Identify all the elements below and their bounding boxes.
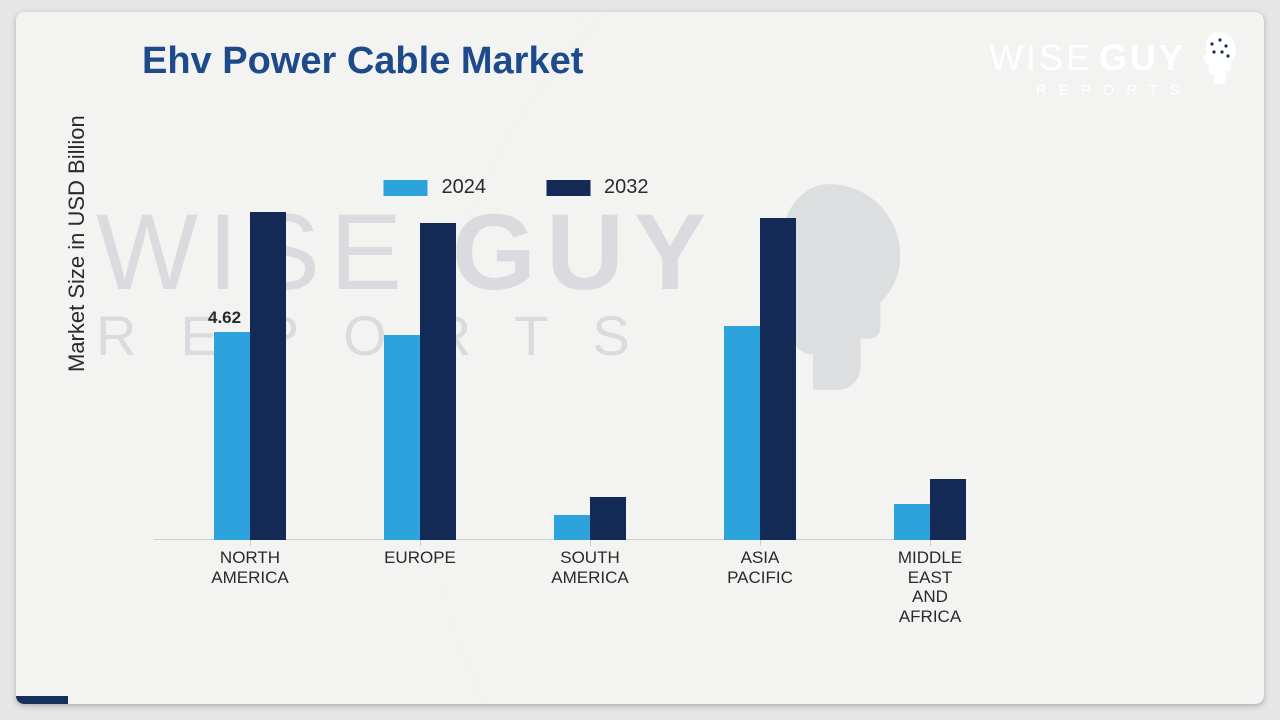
x-tick: [760, 540, 761, 546]
bar-group: ASIA PACIFIC: [724, 218, 796, 540]
bar-group: EUROPE: [384, 223, 456, 540]
bar-2024: [724, 326, 760, 540]
x-tick: [930, 540, 931, 546]
x-tick: [420, 540, 421, 546]
legend-swatch-2024: [384, 180, 428, 196]
bar-2024: 4.62: [214, 332, 250, 540]
x-tick: [250, 540, 251, 546]
bar-value-label: 4.62: [208, 308, 241, 328]
legend-item-2024: 2024: [384, 176, 487, 199]
bar-group: 4.62NORTH AMERICA: [214, 212, 286, 541]
bar-2024: [554, 515, 590, 540]
bar-2024: [384, 335, 420, 540]
plot-area: 4.62NORTH AMERICA EUROPE SOUTH AMERICA ASIA…: [154, 180, 944, 540]
legend-item-2032: 2032: [546, 176, 649, 199]
bottom-accent-bar: [16, 696, 68, 704]
bar-group: MIDDLE EAST AND AFRICA: [894, 479, 966, 540]
legend-label-2032: 2032: [604, 176, 649, 199]
bar-2032: [760, 218, 796, 540]
legend-label-2024: 2024: [442, 176, 487, 199]
brand-logo: WISE GUY REPORTS: [989, 30, 1240, 99]
bar-2032: [420, 223, 456, 540]
brand-word-1: WISE: [989, 37, 1093, 79]
x-tick: [590, 540, 591, 546]
category-label: NORTH AMERICA: [195, 548, 305, 587]
brand-word-2: GUY: [1099, 37, 1186, 79]
bar-2032: [930, 479, 966, 540]
bar-chart: Market Size in USD Billion 2024 2032 4.6…: [76, 162, 956, 662]
category-label: SOUTH AMERICA: [535, 548, 645, 587]
brain-head-icon: [1192, 30, 1240, 86]
y-axis-label: Market Size in USD Billion: [64, 115, 90, 372]
bar-2032: [590, 497, 626, 540]
category-label: MIDDLE EAST AND AFRICA: [875, 548, 985, 626]
chart-title: Ehv Power Cable Market: [142, 40, 583, 83]
bar-group: SOUTH AMERICA: [554, 497, 626, 540]
report-card: WISE GUY REPORTS Ehv Power Cable Market …: [16, 12, 1264, 704]
bar-2032: [250, 212, 286, 541]
legend-swatch-2032: [546, 180, 590, 196]
legend: 2024 2032: [384, 176, 649, 199]
category-label: ASIA PACIFIC: [705, 548, 815, 587]
bar-2024: [894, 504, 930, 540]
category-label: EUROPE: [365, 548, 475, 568]
